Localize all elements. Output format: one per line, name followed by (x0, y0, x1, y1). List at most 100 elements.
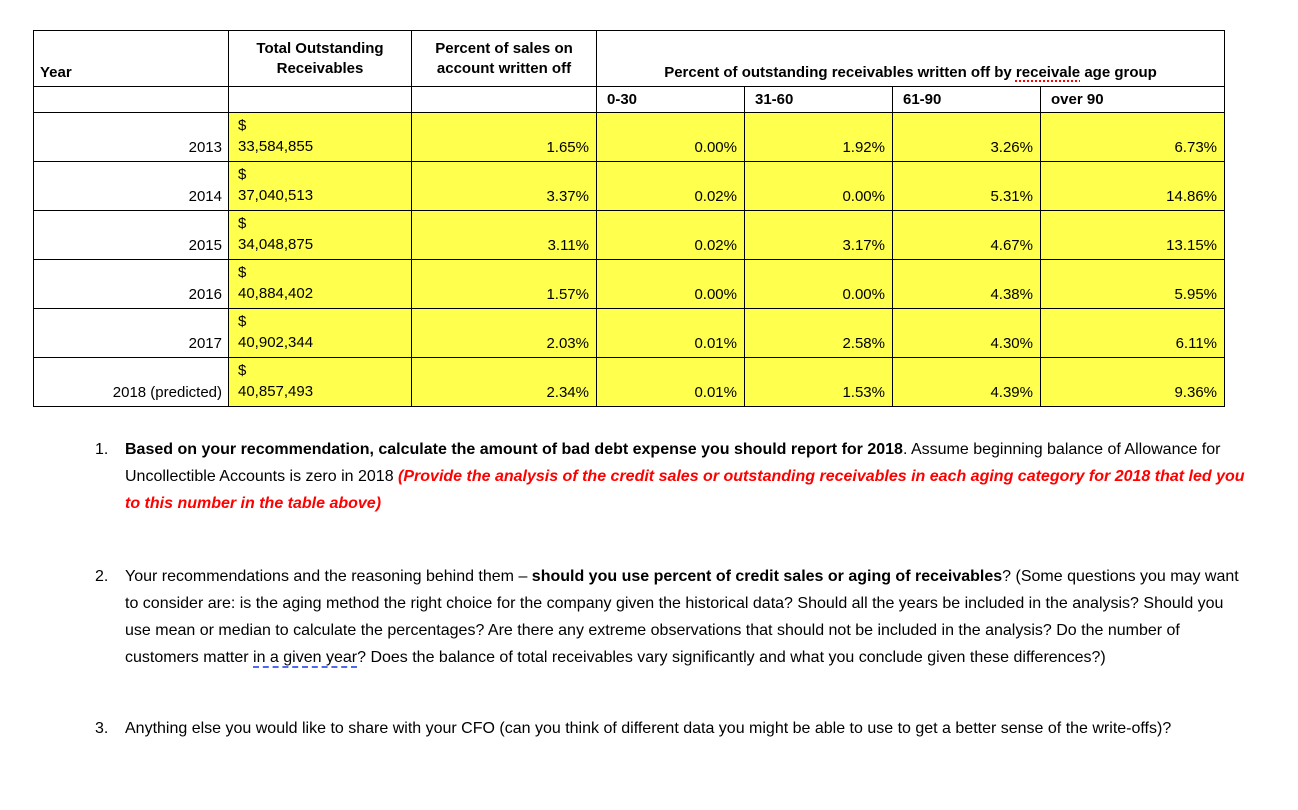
question-2-text: Your recommendations and the reasoning b… (125, 563, 1245, 671)
pct-sales-cell: 2.03% (411, 308, 597, 358)
col-header-year: Year (33, 30, 229, 87)
age-0-30-cell: 0.00% (596, 112, 745, 162)
age-61-90-cell: 4.39% (892, 357, 1041, 407)
col-header-total-receivables-line2: Receivables (276, 59, 364, 77)
age-over-90-cell: 5.95% (1039, 259, 1226, 309)
table-row-2013: 2013 $33,584,855 1.65% 0.00% 1.92% 3.26%… (33, 112, 1226, 162)
currency-symbol: $ (238, 313, 247, 330)
col-header-total-receivables-line1: Total Outstanding (256, 39, 384, 57)
question-1-bold-text: Based on your recommendation, calculate … (125, 441, 903, 458)
age-0-30-cell: 0.02% (596, 210, 745, 260)
receivables-cell: $40,884,402 (228, 259, 412, 309)
currency-symbol: $ (238, 264, 247, 281)
age-31-60-cell: 0.00% (744, 259, 893, 309)
age-group-header-text-end: age group (1080, 64, 1157, 81)
age-over-90-cell: 6.11% (1039, 308, 1226, 358)
question-2-pre-text: Your recommendations and the reasoning b… (125, 568, 532, 585)
currency-symbol: $ (238, 362, 247, 379)
age-61-90-cell: 4.38% (892, 259, 1041, 309)
currency-symbol: $ (238, 117, 247, 134)
table-row-2015: 2015 $34,048,875 3.11% 0.02% 3.17% 4.67%… (33, 210, 1226, 260)
age-31-60-cell: 1.92% (744, 112, 893, 162)
col-header-total-receivables: Total Outstanding Receivables (228, 30, 412, 87)
col-header-age-group: Percent of outstanding receivables writt… (595, 30, 1226, 87)
receivables-amount: 37,040,513 (238, 187, 314, 204)
misspelled-word: receivale (1015, 64, 1081, 81)
empty-header-cell (411, 86, 597, 113)
receivables-cell: $40,857,493 (228, 357, 412, 407)
table-row-2016: 2016 $40,884,402 1.57% 0.00% 0.00% 4.38%… (33, 259, 1226, 309)
col-header-pct-sales-line2: account written off (436, 59, 572, 77)
table-row-2014: 2014 $37,040,513 3.37% 0.02% 0.00% 5.31%… (33, 161, 1226, 211)
question-2-post-text: ? Does the balance of total receivables … (357, 649, 1106, 666)
col-header-age-over-90: over 90 (1039, 86, 1226, 113)
age-over-90-cell: 13.15% (1039, 210, 1226, 260)
table-row-2018-predicted: 2018 (predicted) $40,857,493 2.34% 0.01%… (33, 357, 1226, 407)
receivables-cell: $33,584,855 (228, 112, 412, 162)
question-3: 3. Anything else you would like to share… (95, 715, 1245, 742)
question-3-number: 3. (95, 720, 109, 737)
col-header-pct-sales-line1: Percent of sales on (435, 39, 573, 57)
year-cell: 2013 (33, 112, 229, 162)
age-0-30-cell: 0.01% (596, 357, 745, 407)
question-2-bold-text: should you use percent of credit sales o… (531, 568, 1003, 585)
question-2-number: 2. (95, 568, 109, 585)
age-31-60-cell: 0.00% (744, 161, 893, 211)
currency-symbol: $ (238, 215, 247, 232)
receivables-cell: $34,048,875 (228, 210, 412, 260)
col-header-age-0-30: 0-30 (596, 86, 745, 113)
age-group-header-text: Percent of outstanding receivables writt… (664, 64, 1016, 81)
pct-sales-cell: 1.57% (411, 259, 597, 309)
receivables-amount: 34,048,875 (238, 236, 314, 253)
pct-sales-cell: 3.37% (411, 161, 597, 211)
question-3-text: Anything else you would like to share wi… (125, 720, 1172, 737)
receivables-amount: 40,857,493 (238, 383, 314, 400)
year-cell: 2014 (33, 161, 229, 211)
age-0-30-cell: 0.02% (596, 161, 745, 211)
empty-header-cell (33, 86, 229, 113)
age-61-90-cell: 5.31% (892, 161, 1041, 211)
age-61-90-cell: 3.26% (892, 112, 1041, 162)
age-0-30-cell: 0.00% (596, 259, 745, 309)
age-31-60-cell: 1.53% (744, 357, 893, 407)
questions-section: 1. Based on your recommendation, calcula… (95, 436, 1245, 742)
receivables-amount: 33,584,855 (238, 138, 314, 155)
year-cell: 2017 (33, 308, 229, 358)
pct-sales-cell: 3.11% (411, 210, 597, 260)
year-cell: 2018 (predicted) (33, 357, 229, 407)
col-header-age-61-90: 61-90 (892, 86, 1041, 113)
question-1-red-note: (Provide the analysis of the credit sale… (125, 468, 1245, 512)
receivables-table: Year Total Outstanding Receivables Percen… (33, 30, 1226, 407)
question-1: 1. Based on your recommendation, calcula… (95, 436, 1245, 517)
age-61-90-cell: 4.67% (892, 210, 1041, 260)
age-0-30-cell: 0.01% (596, 308, 745, 358)
grammar-flagged-phrase: in a given year (253, 649, 358, 666)
table-row-2017: 2017 $40,902,344 2.03% 0.01% 2.58% 4.30%… (33, 308, 1226, 358)
currency-symbol: $ (238, 166, 247, 183)
age-31-60-cell: 2.58% (744, 308, 893, 358)
year-cell: 2016 (33, 259, 229, 309)
pct-sales-cell: 2.34% (411, 357, 597, 407)
age-over-90-cell: 14.86% (1039, 161, 1226, 211)
question-2-mid-text: ? (Some questions you may want to consid… (125, 568, 1239, 666)
receivables-cell: $40,902,344 (228, 308, 412, 358)
question-1-text: Based on your recommendation, calculate … (125, 436, 1245, 517)
question-1-number: 1. (95, 441, 109, 458)
age-61-90-cell: 4.30% (892, 308, 1041, 358)
col-header-age-31-60: 31-60 (744, 86, 893, 113)
header-row-1: Year Total Outstanding Receivables Percen… (33, 30, 1226, 87)
question-1-normal-text: . Assume beginning balance of Allowance … (125, 441, 1221, 485)
year-cell: 2015 (33, 210, 229, 260)
pct-sales-cell: 1.65% (411, 112, 597, 162)
receivables-table-container: Year Total Outstanding Receivables Percen… (33, 30, 1298, 407)
header-row-2: 0-30 31-60 61-90 over 90 (33, 86, 1226, 113)
col-header-pct-sales-written-off: Percent of sales on account written off (411, 30, 597, 87)
age-31-60-cell: 3.17% (744, 210, 893, 260)
receivables-cell: $37,040,513 (228, 161, 412, 211)
question-2: 2. Your recommendations and the reasonin… (95, 563, 1245, 671)
age-over-90-cell: 6.73% (1039, 112, 1226, 162)
receivables-amount: 40,884,402 (238, 285, 314, 302)
receivables-amount: 40,902,344 (238, 334, 314, 351)
empty-header-cell (228, 86, 412, 113)
